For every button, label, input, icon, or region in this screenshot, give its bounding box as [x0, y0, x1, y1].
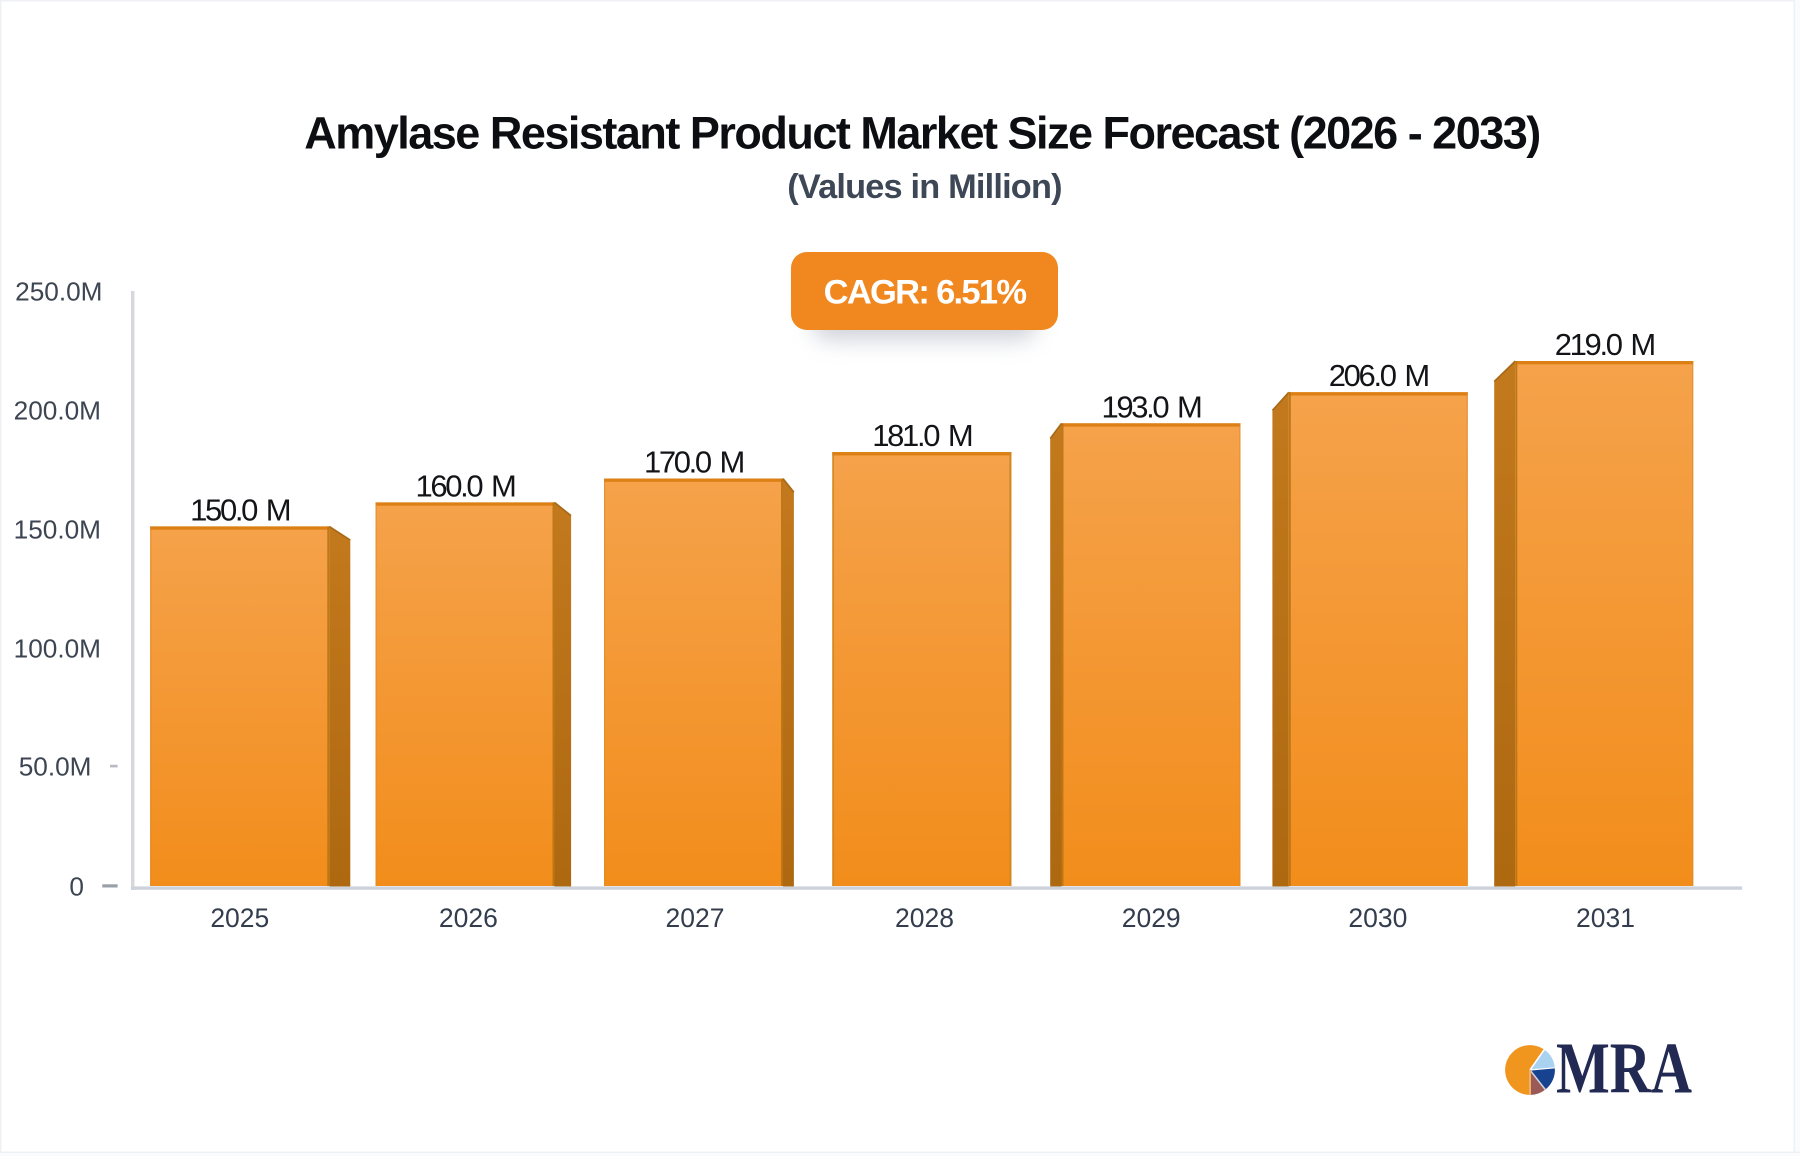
svg-text:206.0 M: 206.0 M — [1329, 358, 1429, 393]
svg-text:2031: 2031 — [1576, 903, 1635, 933]
svg-text:2029: 2029 — [1122, 903, 1181, 933]
svg-text:160.0 M: 160.0 M — [415, 468, 515, 503]
svg-text:181.0 M: 181.0 M — [872, 418, 972, 453]
svg-text:MRA: MRA — [1556, 1027, 1692, 1108]
svg-text:2030: 2030 — [1348, 903, 1407, 933]
svg-text:150.0M: 150.0M — [14, 514, 101, 544]
svg-text:2026: 2026 — [439, 903, 498, 933]
svg-text:2028: 2028 — [895, 903, 954, 933]
svg-text:CAGR: 6.51%: CAGR: 6.51% — [824, 273, 1027, 311]
svg-text:200.0M: 200.0M — [14, 395, 101, 425]
svg-text:170.0 M: 170.0 M — [644, 445, 744, 480]
svg-text:Amylase Resistant Product Mark: Amylase Resistant Product Market Size Fo… — [304, 108, 1540, 159]
svg-text:193.0 M: 193.0 M — [1101, 389, 1201, 424]
svg-text:100.0M: 100.0M — [14, 633, 101, 663]
svg-text:150.0 M: 150.0 M — [190, 492, 290, 527]
svg-text:2027: 2027 — [666, 903, 725, 933]
svg-text:0: 0 — [69, 871, 84, 901]
svg-text:(Values in Million): (Values in Million) — [787, 168, 1061, 206]
svg-text:250.0M: 250.0M — [15, 276, 102, 306]
svg-text:2025: 2025 — [210, 903, 269, 933]
svg-text:50.0M: 50.0M — [19, 751, 92, 781]
svg-text:219.0 M: 219.0 M — [1555, 327, 1655, 362]
